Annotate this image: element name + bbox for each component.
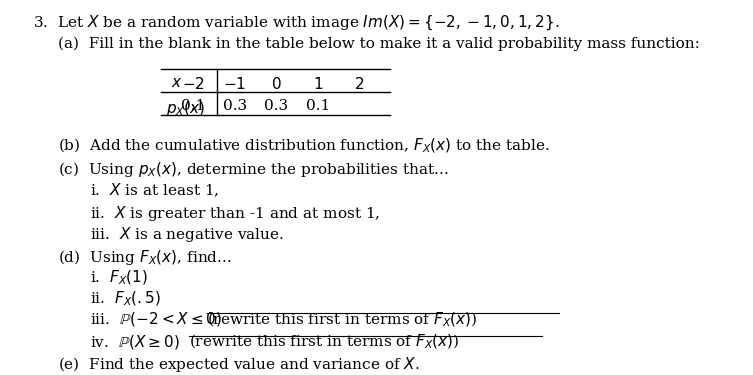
Text: (e)  Find the expected value and variance of $X$.: (e) Find the expected value and variance… (58, 355, 420, 374)
Text: (d)  Using $F_X(x)$, find...: (d) Using $F_X(x)$, find... (58, 248, 232, 267)
Text: $-2$: $-2$ (182, 76, 205, 92)
Text: $p_X(x)$: $p_X(x)$ (166, 99, 205, 118)
Text: (a)  Fill in the blank in the table below to make it a valid probability mass fu: (a) Fill in the blank in the table below… (58, 37, 700, 51)
Text: $x$: $x$ (171, 76, 182, 90)
Text: 3.  Let $X$ be a random variable with image $Im(X) = \{-2, -1, 0, 1, 2\}$.: 3. Let $X$ be a random variable with ima… (33, 13, 559, 32)
Text: iii.  $X$ is a negative value.: iii. $X$ is a negative value. (90, 225, 284, 245)
Text: (b)  Add the cumulative distribution function, $F_X(x)$ to the table.: (b) Add the cumulative distribution func… (58, 136, 550, 155)
Text: 0.1: 0.1 (306, 99, 330, 113)
Text: (c)  Using $p_X(x)$, determine the probabilities that...: (c) Using $p_X(x)$, determine the probab… (58, 160, 449, 179)
Text: iv.  $\mathbb{P}(X \geq 0)$: iv. $\mathbb{P}(X \geq 0)$ (90, 333, 181, 351)
Text: ii.  $F_X(.5)$: ii. $F_X(.5)$ (90, 290, 161, 308)
Text: i.  $F_X(1)$: i. $F_X(1)$ (90, 269, 148, 287)
Text: (rewrite this first in terms of $F_X(x)$): (rewrite this first in terms of $F_X(x)$… (189, 333, 459, 351)
Text: ii.  $X$ is greater than -1 and at most 1,: ii. $X$ is greater than -1 and at most 1… (90, 204, 380, 223)
Text: 0.3: 0.3 (264, 99, 288, 113)
Text: $-1$: $-1$ (224, 76, 246, 92)
Text: $2$: $2$ (354, 76, 364, 92)
Text: $0$: $0$ (271, 76, 282, 92)
Text: 0.1: 0.1 (181, 99, 206, 113)
Text: (rewrite this first in terms of $F_X(x)$): (rewrite this first in terms of $F_X(x)$… (206, 310, 477, 328)
Text: $1$: $1$ (312, 76, 323, 92)
Text: i.  $X$ is at least 1,: i. $X$ is at least 1, (90, 182, 219, 199)
Text: iii.  $\mathbb{P}(-2 < X \leq 0)$: iii. $\mathbb{P}(-2 < X \leq 0)$ (90, 310, 224, 328)
Text: 0.3: 0.3 (223, 99, 247, 113)
